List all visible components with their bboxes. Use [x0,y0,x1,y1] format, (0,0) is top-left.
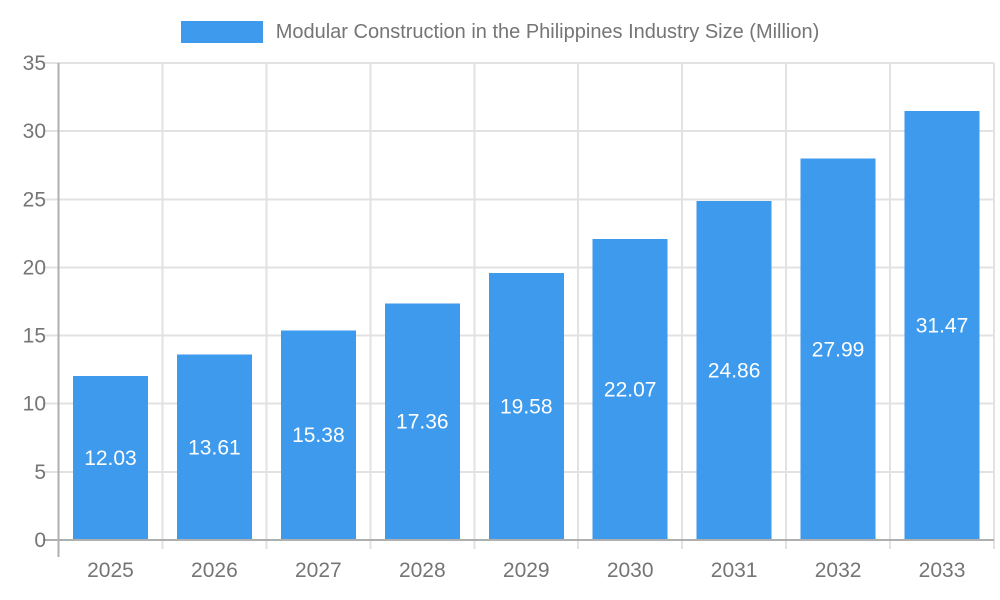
x-category-label-2025: 2025 [87,559,134,582]
x-category-label-2027: 2027 [295,559,342,582]
x-category-label-2028: 2028 [399,559,446,582]
x-category-label-2029: 2029 [503,559,550,582]
legend-color-swatch [180,21,263,43]
bar-value-label-2025: 12.03 [84,447,137,470]
bar-2031[interactable] [696,201,772,540]
x-category-label-2033: 2033 [919,559,966,582]
y-tick-label-25: 25 [23,188,46,211]
x-category-label-2032: 2032 [815,559,862,582]
bar-2029[interactable] [488,273,564,540]
y-tick-label-20: 20 [23,256,46,279]
bar-value-label-2031: 24.86 [708,360,761,383]
bar-2025[interactable] [72,376,148,540]
bar-value-label-2032: 27.99 [812,338,865,361]
bar-2027[interactable] [280,330,356,540]
y-tick-label-30: 30 [23,120,46,143]
y-tick-label-10: 10 [23,393,46,416]
y-tick-label-5: 5 [34,461,46,484]
bar-value-label-2027: 15.38 [292,424,345,447]
bar-value-label-2028: 17.36 [396,411,449,434]
x-category-label-2026: 2026 [191,559,238,582]
chart-legend: Modular Construction in the Philippines … [0,17,1000,47]
x-category-label-2031: 2031 [711,559,758,582]
bar-2028[interactable] [384,303,460,540]
y-tick-label-0: 0 [34,529,46,552]
bar-2030[interactable] [592,239,668,541]
bar-value-label-2033: 31.47 [916,315,969,338]
bar-2033[interactable] [904,111,980,540]
bar-2026[interactable] [176,354,252,540]
bar-2032[interactable] [800,158,876,540]
y-tick-label-35: 35 [23,52,46,75]
bar-value-label-2026: 13.61 [188,436,241,459]
bar-value-label-2029: 19.58 [500,396,553,419]
bar-value-label-2030: 22.07 [604,379,657,402]
x-category-label-2030: 2030 [607,559,654,582]
y-tick-label-15: 15 [23,325,46,348]
legend-series-label: Modular Construction in the Philippines … [275,21,820,43]
